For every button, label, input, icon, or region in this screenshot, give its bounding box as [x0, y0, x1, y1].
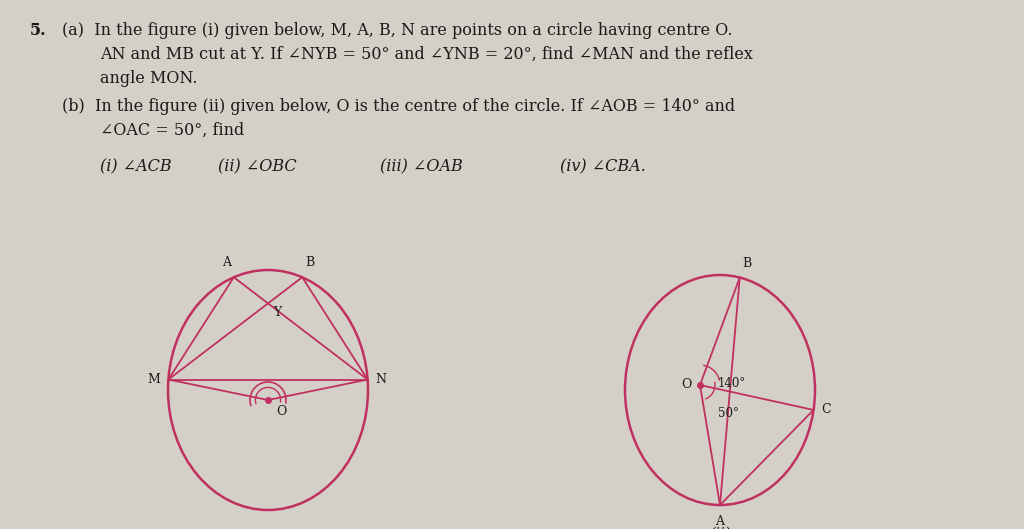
- Text: (ii) ∠OBC: (ii) ∠OBC: [218, 158, 297, 175]
- Text: C: C: [821, 404, 831, 416]
- Text: (b)  In the figure (ii) given below, O is the centre of the circle. If ∠AOB = 14: (b) In the figure (ii) given below, O is…: [62, 98, 735, 115]
- Text: (ii): (ii): [710, 527, 731, 529]
- Text: N: N: [376, 373, 387, 386]
- Text: angle MON.: angle MON.: [100, 70, 198, 87]
- Text: (i) ∠ACB: (i) ∠ACB: [100, 158, 172, 175]
- Text: (iii) ∠OAB: (iii) ∠OAB: [380, 158, 463, 175]
- Text: 140°: 140°: [718, 377, 746, 390]
- Text: 5.: 5.: [30, 22, 47, 39]
- Text: Y: Y: [273, 306, 282, 320]
- Text: A: A: [716, 515, 725, 528]
- Text: AN and MB cut at Y. If ∠NYB = 50° and ∠YNB = 20°, find ∠MAN and the reflex: AN and MB cut at Y. If ∠NYB = 50° and ∠Y…: [100, 46, 753, 63]
- Text: B: B: [305, 256, 314, 269]
- Text: A: A: [222, 256, 230, 269]
- Text: ∠OAC = 50°, find: ∠OAC = 50°, find: [100, 122, 245, 139]
- Text: (iv) ∠CBA.: (iv) ∠CBA.: [560, 158, 646, 175]
- Text: B: B: [742, 257, 752, 269]
- Text: O: O: [276, 405, 287, 418]
- Text: (a)  In the figure (i) given below, M, A, B, N are points on a circle having cen: (a) In the figure (i) given below, M, A,…: [62, 22, 732, 39]
- Text: M: M: [147, 373, 161, 386]
- Text: 50°: 50°: [718, 407, 739, 420]
- Text: O: O: [682, 379, 692, 391]
